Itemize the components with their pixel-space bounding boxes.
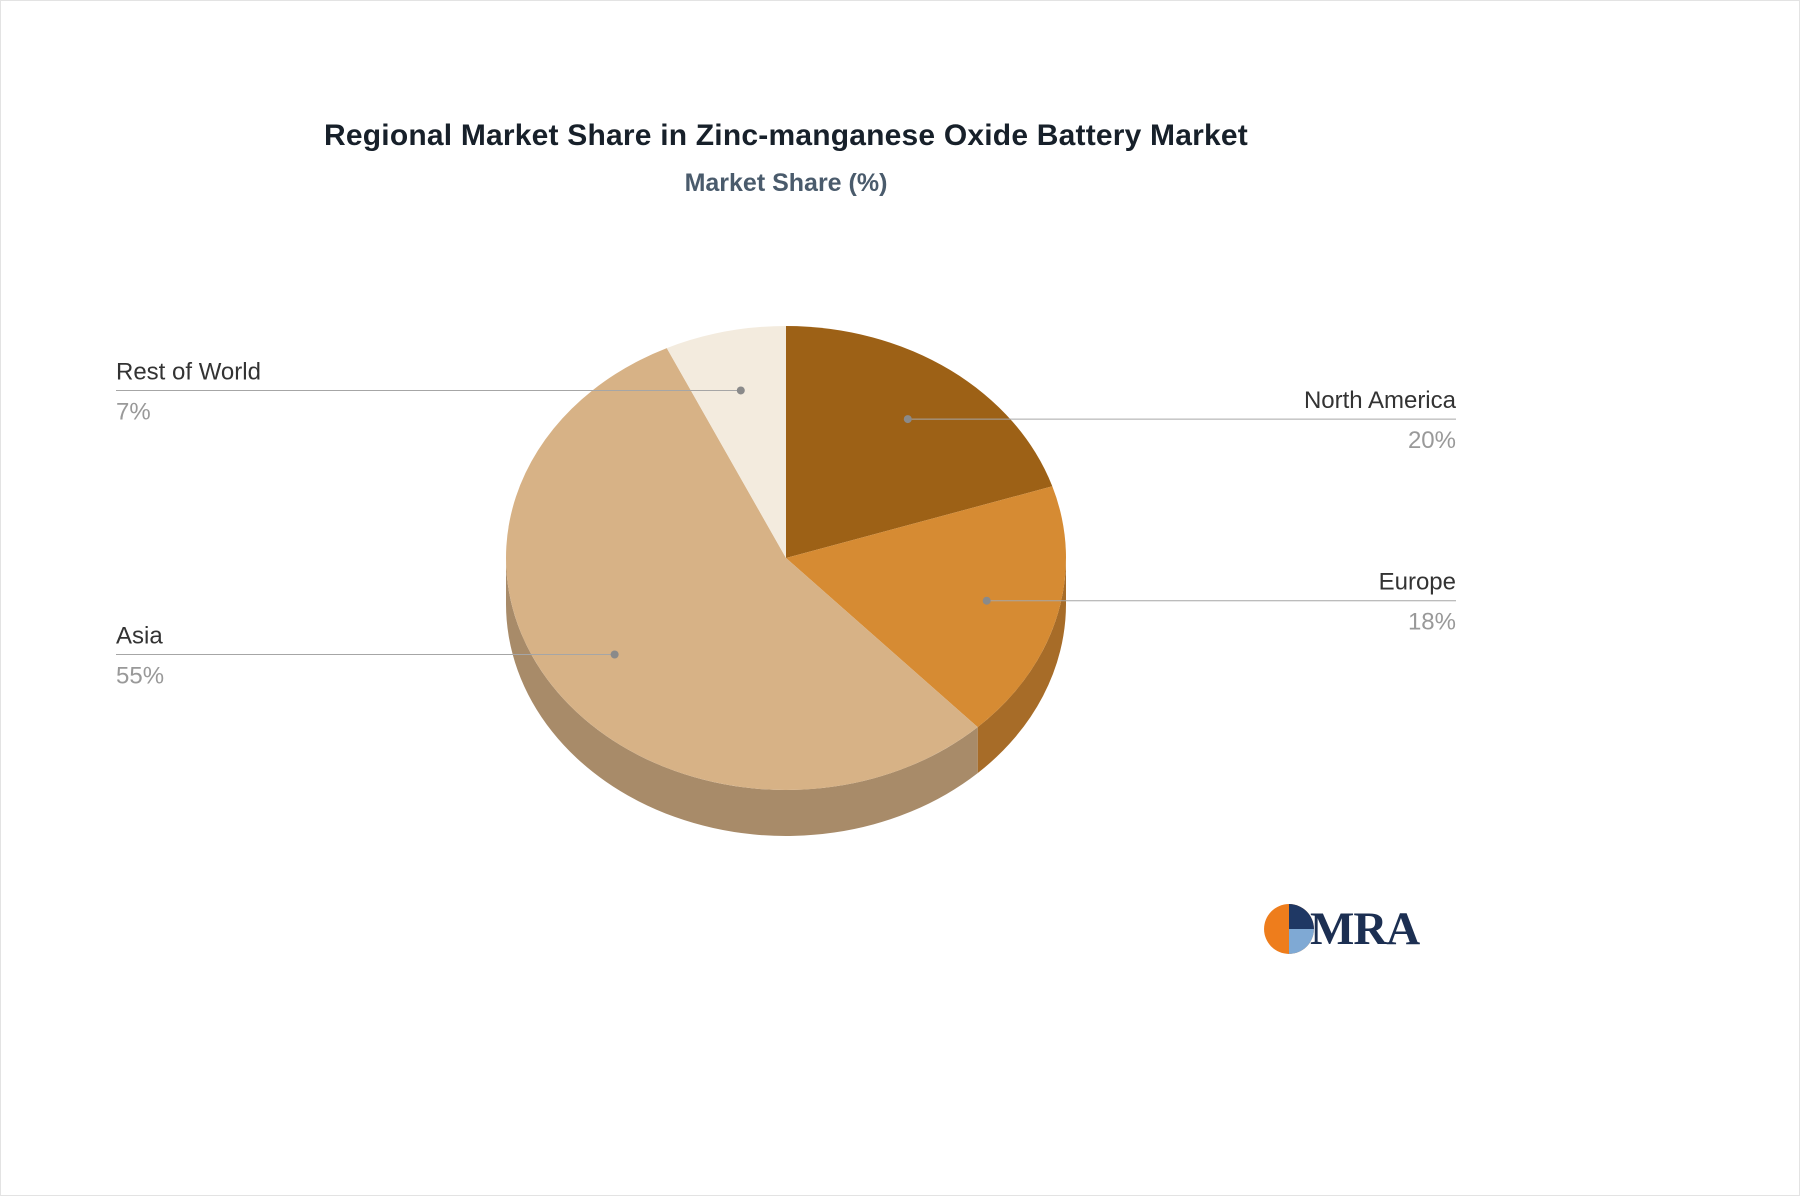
- slice-label-north-america: North America: [1304, 387, 1457, 414]
- mra-logo-icon: [1264, 904, 1314, 954]
- leader-dot-europe: [982, 596, 991, 605]
- slice-value-europe: 18%: [1408, 609, 1456, 636]
- slice-value-north-america: 20%: [1408, 427, 1456, 454]
- chart-subtitle: Market Share (%): [684, 169, 888, 197]
- slice-value-rest-of-world: 7%: [116, 398, 151, 425]
- mra-logo-text: MRA: [1310, 903, 1420, 955]
- leader-dot-rest-of-world: [736, 386, 745, 395]
- mra-logo: MRA: [1263, 902, 1420, 956]
- leader-dot-north-america: [903, 415, 912, 424]
- logo-wedge-navy: [1289, 904, 1314, 929]
- pie-side-asia: [505, 558, 978, 836]
- slice-label-asia: Asia: [116, 622, 163, 649]
- pie-slice-europe: [786, 486, 1066, 728]
- pie-side-europe: [977, 558, 1066, 774]
- chart-title: Regional Market Share in Zinc-manganese …: [324, 119, 1248, 152]
- leader-dot-asia: [610, 650, 619, 659]
- pie-slice-north-america: [786, 326, 1053, 558]
- slice-label-rest-of-world: Rest of World: [116, 358, 261, 385]
- slice-label-europe: Europe: [1379, 569, 1456, 596]
- slice-value-asia: 55%: [116, 662, 164, 689]
- pie-slice-rest-of-world: [666, 326, 786, 558]
- logo-wedge-lightblue: [1289, 929, 1314, 954]
- pie-slice-asia: [506, 348, 978, 790]
